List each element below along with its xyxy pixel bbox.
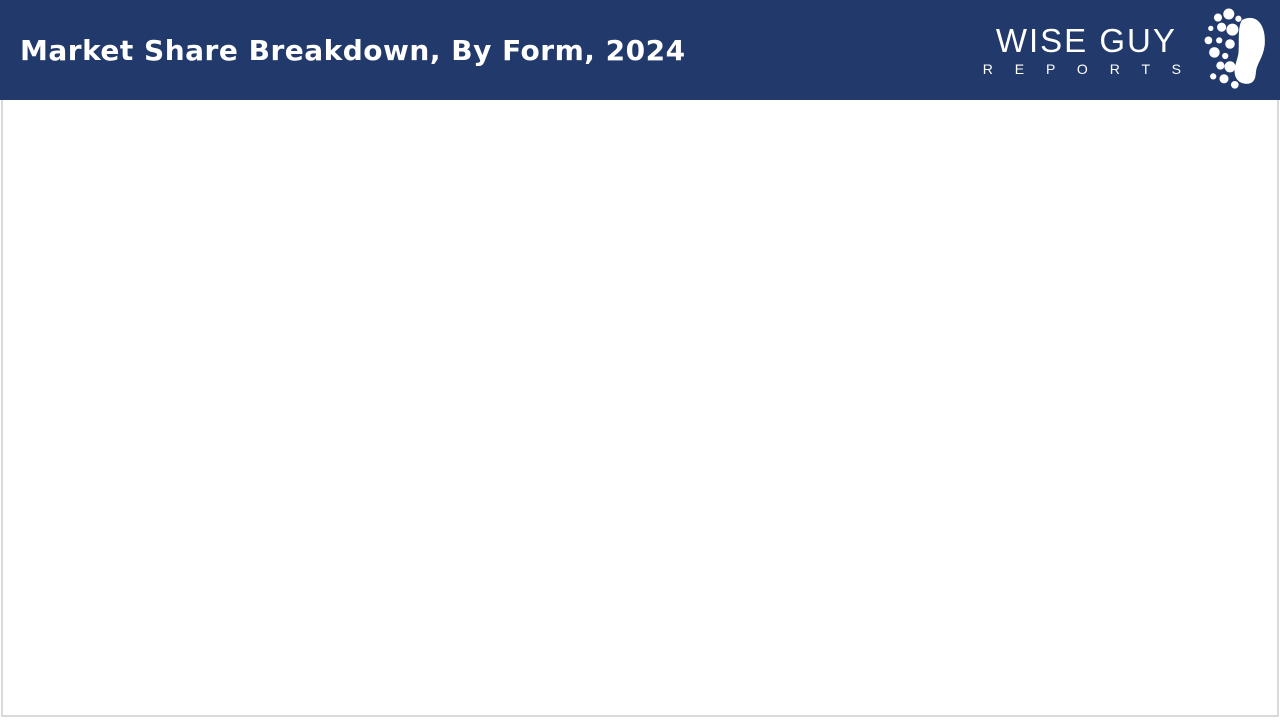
header-band: Market Share Breakdown, By Form, 2024 WI… — [0, 0, 1280, 100]
brand-subtitle: R E P O R T S — [982, 61, 1190, 77]
brand-logo: WISE GUY R E P O R T S — [983, 8, 1266, 92]
content-card-border — [1, 100, 1279, 717]
page-title: Market Share Breakdown, By Form, 2024 — [20, 33, 686, 67]
brand-name: WISE GUY — [995, 22, 1177, 59]
brand-logo-text: WISE GUY R E P O R T S — [982, 22, 1190, 78]
brand-face-icon — [1204, 8, 1265, 89]
